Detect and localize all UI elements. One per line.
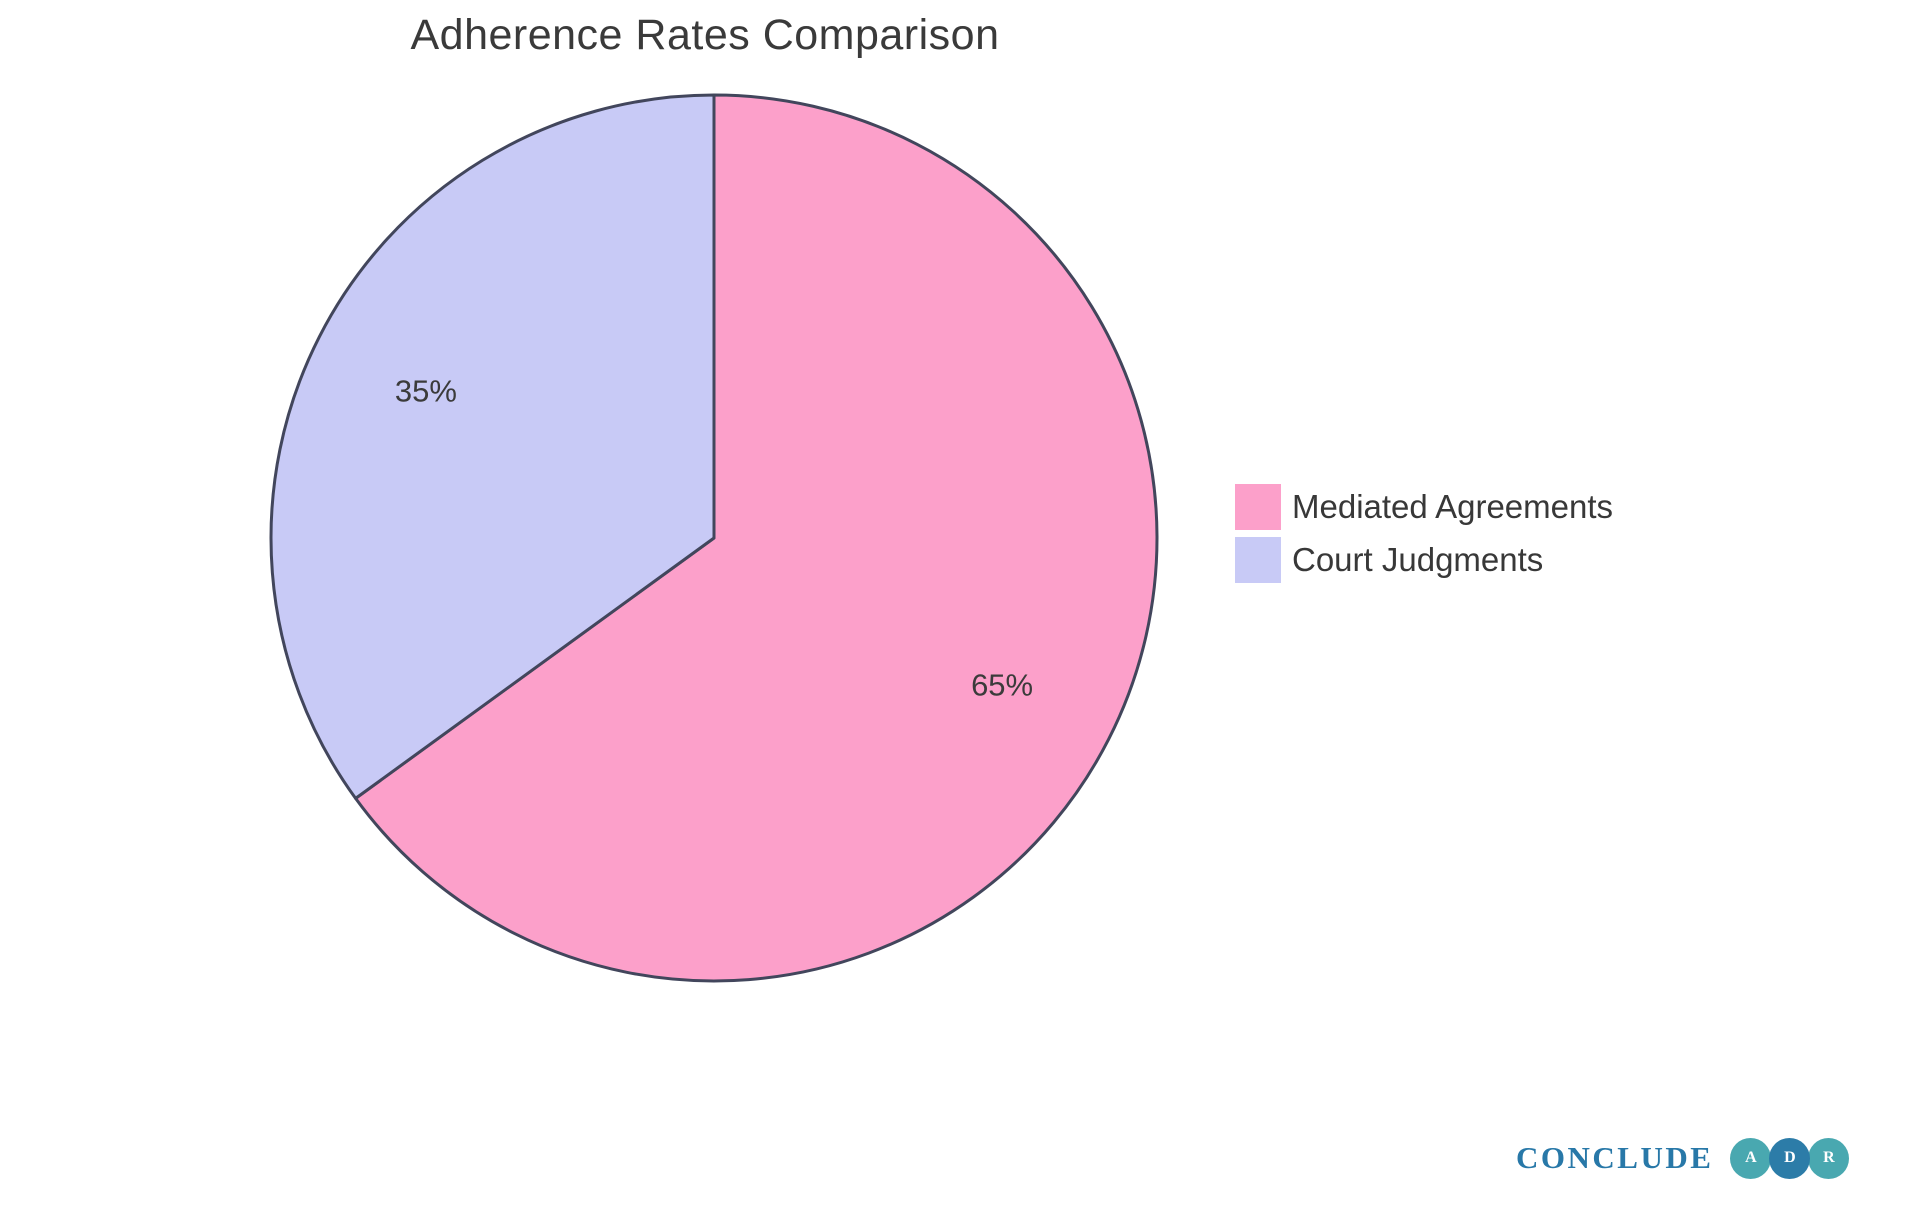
pie-chart: 65% 35% xyxy=(269,93,1159,983)
legend-item-court-judgments: Court Judgments xyxy=(1235,537,1613,583)
legend-label: Mediated Agreements xyxy=(1292,488,1614,525)
legend-item-mediated-agreements: Mediated Agreements xyxy=(1235,484,1613,530)
chart-title: Adherence Rates Comparison xyxy=(410,11,1000,59)
legend-label: Court Judgments xyxy=(1292,541,1544,578)
brand-badge-a: A xyxy=(1730,1137,1772,1179)
legend: Mediated Agreements Court Judgments xyxy=(1235,484,1613,590)
brand-badge-d: D xyxy=(1769,1137,1811,1179)
pie-slice-label-mediated-agreements: 65% xyxy=(971,667,1033,702)
pie-slice-court-judgments xyxy=(269,93,716,800)
brand-wordmark: CONCLUDE xyxy=(1516,1140,1714,1175)
pie-slice-label-court-judgments: 35% xyxy=(395,374,457,409)
pie-slice-mediated-agreements xyxy=(354,93,1159,983)
brand-badge-r: R xyxy=(1808,1137,1850,1179)
legend-swatch-mediated-agreements xyxy=(1235,484,1281,530)
legend-swatch-court-judgments xyxy=(1235,537,1281,583)
